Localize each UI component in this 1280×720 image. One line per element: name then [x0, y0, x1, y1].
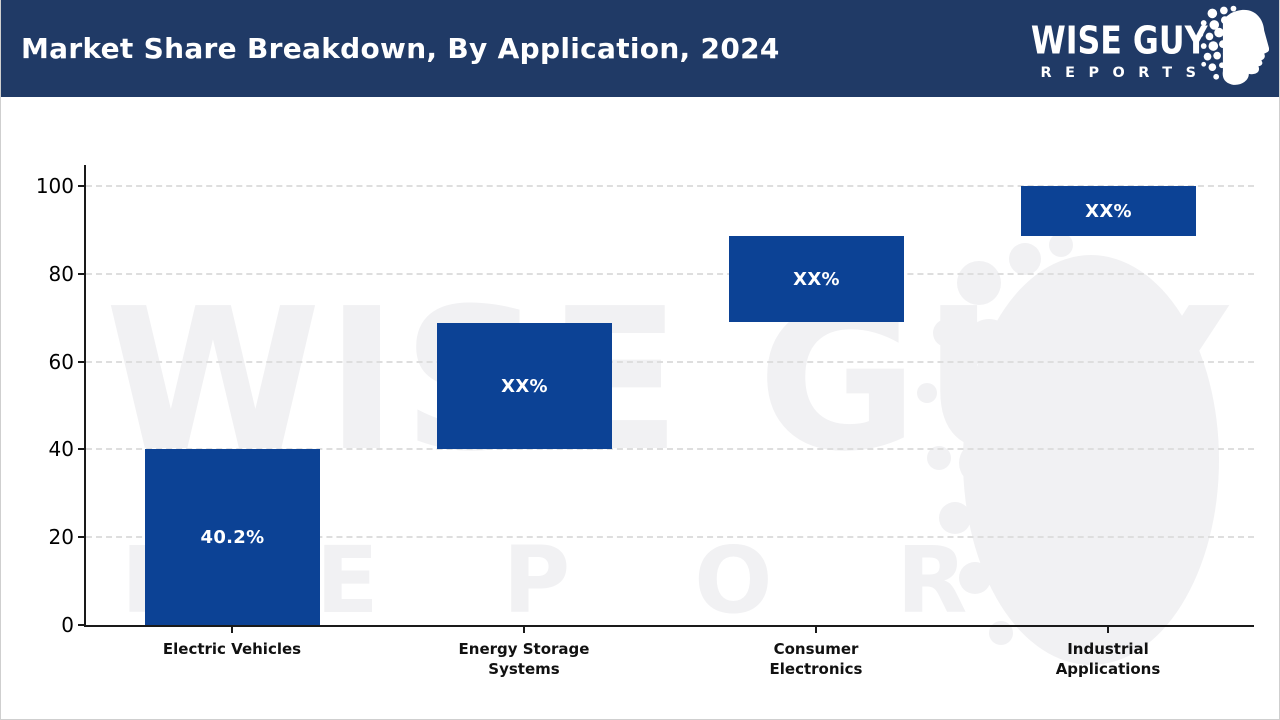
- page-title: Market Share Breakdown, By Application, …: [21, 32, 780, 65]
- y-tick-label: 0: [61, 613, 74, 637]
- bar-energy-storage-systems: XX%: [437, 323, 612, 449]
- y-axis-line: [84, 165, 86, 627]
- y-axis-tick: [78, 448, 86, 451]
- category-label-line: Energy Storage: [458, 640, 590, 658]
- category-label-consumer-electronics: Consumer Electronics: [691, 639, 941, 679]
- category-label-line: Applications: [1055, 660, 1161, 678]
- category-label-line: Consumer: [773, 640, 859, 658]
- gridline-20: [86, 536, 1254, 539]
- bar-value-label: XX%: [793, 268, 840, 290]
- category-label-line: Electric Vehicles: [162, 640, 302, 658]
- bar-value-label: XX%: [1085, 200, 1132, 222]
- category-label-energy-storage-systems: Energy Storage Systems: [399, 639, 649, 679]
- y-axis-tick: [78, 536, 86, 539]
- y-tick-label: 40: [48, 437, 74, 462]
- bar-value-label: 40.2%: [200, 526, 265, 548]
- brand-logo-graphic: WISE GUY REPORTS: [1031, 5, 1270, 85]
- gridline-100: [86, 185, 1254, 187]
- y-tick-label: 20: [48, 525, 74, 550]
- y-axis-tick: [78, 272, 86, 275]
- y-axis-tick: [78, 624, 86, 626]
- brand-face-icon: [1198, 5, 1270, 85]
- brand-logo: WISE GUY REPORTS: [1027, 3, 1270, 95]
- gridline-40: [86, 448, 1254, 451]
- gridline-80: [86, 272, 1254, 275]
- gridline-60: [86, 360, 1254, 363]
- y-axis-tick: [78, 360, 86, 363]
- y-tick-label: 60: [48, 349, 74, 374]
- bar-consumer-electronics: XX%: [729, 236, 904, 322]
- category-label-line: Electronics: [769, 660, 863, 678]
- watermark-face-icon: [917, 233, 1219, 665]
- category-label-line: Systems: [488, 660, 560, 678]
- x-axis-tick: [1107, 625, 1109, 633]
- brand-line1: WISE GUY: [1031, 18, 1209, 63]
- x-axis-tick: [523, 625, 525, 633]
- header: Market Share Breakdown, By Application, …: [1, 0, 1279, 97]
- category-label-electric-vehicles: Electric Vehicles: [107, 639, 357, 659]
- bar-industrial-applications: XX%: [1021, 186, 1196, 236]
- category-label-line: Industrial: [1067, 640, 1149, 658]
- x-axis-tick: [815, 625, 817, 633]
- x-axis-tick: [231, 625, 233, 633]
- y-axis-tick: [78, 185, 86, 187]
- bar-electric-vehicles: 40.2%: [145, 449, 320, 625]
- y-tick-label: 80: [48, 261, 74, 286]
- category-label-industrial-applications: Industrial Applications: [983, 639, 1233, 679]
- y-tick-label: 100: [35, 174, 74, 198]
- bar-value-label: XX%: [501, 375, 548, 397]
- x-axis-line: [84, 625, 1254, 627]
